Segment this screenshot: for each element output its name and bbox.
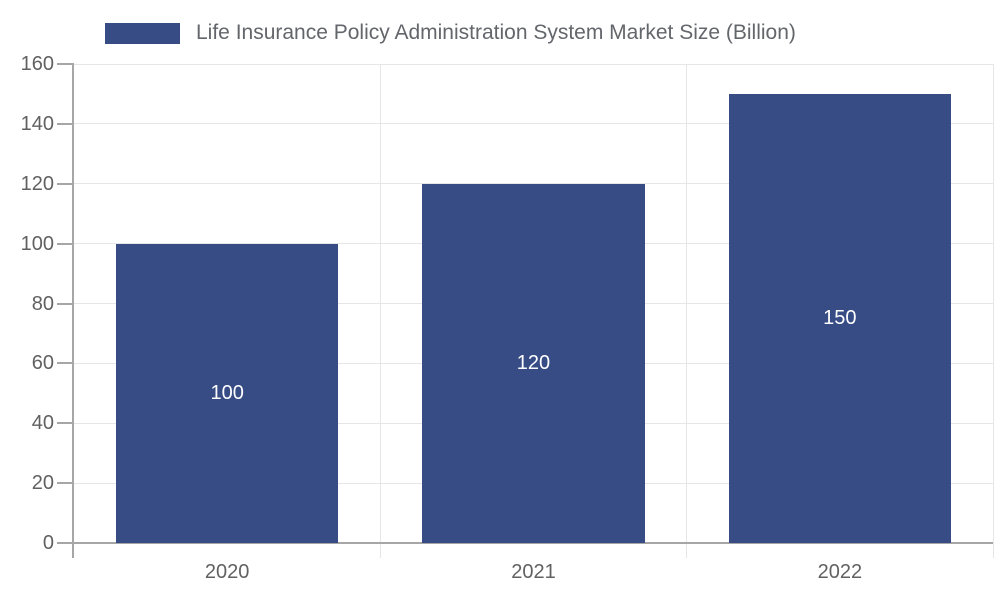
bar-value-label: 100 [210, 381, 244, 404]
y-axis-tick-label: 0 [42, 532, 54, 554]
y-axis-tick [57, 542, 74, 544]
y-axis-line [72, 64, 74, 558]
y-axis-tick [57, 482, 74, 485]
legend-label: Life Insurance Policy Administration Sys… [196, 21, 796, 44]
x-axis-tick-label: 2021 [511, 561, 556, 583]
y-axis-tick-label: 100 [20, 232, 54, 255]
y-axis-tick [57, 302, 74, 305]
gridline-vertical [379, 64, 381, 558]
y-axis-tick-label: 140 [20, 112, 54, 135]
x-axis-line [72, 542, 993, 544]
y-axis-tick-label: 20 [31, 472, 54, 495]
bar-value-label: 150 [823, 306, 857, 329]
bar-value-label: 120 [516, 351, 551, 374]
y-axis-tick [57, 362, 74, 365]
bar-2021[interactable]: 120 [422, 183, 645, 543]
y-axis-tick-label: 120 [20, 172, 54, 195]
y-axis-tick [57, 422, 74, 425]
bar-2020[interactable]: 100 [116, 243, 339, 543]
y-axis-tick [57, 122, 74, 125]
y-axis-tick [57, 63, 74, 65]
y-axis-tick-label: 160 [20, 53, 54, 75]
gridline-vertical [992, 64, 994, 558]
y-axis-tick [57, 182, 74, 185]
y-axis-tick-label: 40 [31, 412, 54, 435]
y-axis-tick-label: 80 [31, 292, 54, 315]
legend-item[interactable]: Life Insurance Policy Administration Sys… [105, 21, 796, 45]
x-axis-tick-label: 2020 [204, 561, 250, 583]
gridline-vertical [686, 64, 688, 558]
y-axis-tick-label: 60 [31, 352, 54, 375]
legend-swatch [105, 22, 180, 44]
bar-2022[interactable]: 150 [728, 93, 951, 543]
y-axis-tick [57, 242, 74, 245]
gridline-horizontal [74, 63, 993, 65]
x-axis-tick-label: 2022 [817, 561, 863, 583]
gridline-horizontal [74, 123, 993, 125]
